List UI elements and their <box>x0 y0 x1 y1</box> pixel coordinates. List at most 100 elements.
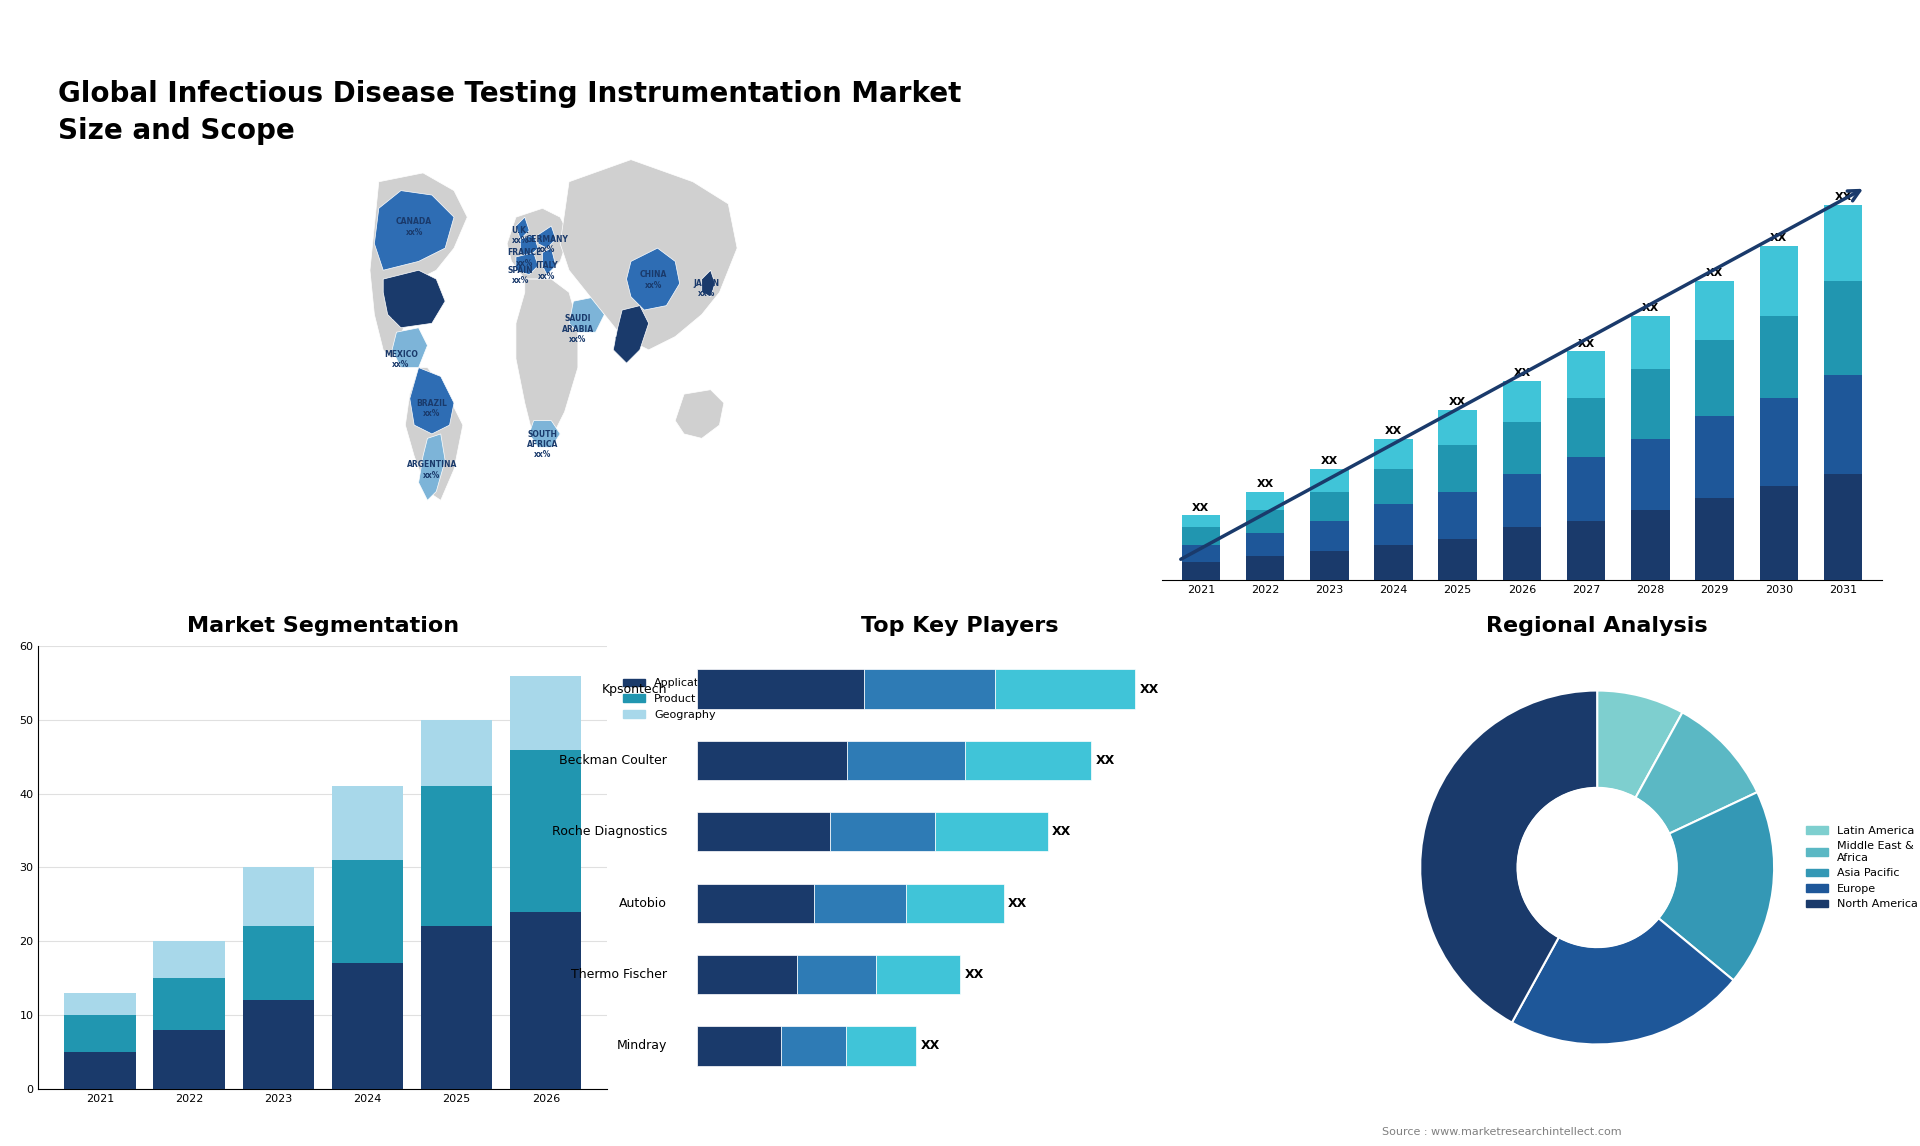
Bar <box>1759 399 1799 486</box>
Bar <box>332 861 403 964</box>
Bar <box>63 992 136 1015</box>
Bar <box>154 941 225 978</box>
FancyBboxPatch shape <box>697 955 797 994</box>
Text: XX: XX <box>920 1039 941 1052</box>
FancyBboxPatch shape <box>847 1027 916 1066</box>
Bar <box>1181 527 1219 544</box>
Bar <box>332 964 403 1089</box>
Text: U.K.
xx%: U.K. xx% <box>511 226 530 245</box>
Wedge shape <box>1421 691 1597 1022</box>
Polygon shape <box>676 390 724 439</box>
Bar <box>1759 316 1799 399</box>
Text: XX: XX <box>1834 193 1851 202</box>
Polygon shape <box>568 297 605 332</box>
Bar <box>420 926 492 1089</box>
FancyBboxPatch shape <box>876 955 960 994</box>
Text: XX: XX <box>1513 368 1530 378</box>
Legend: Latin America, Middle East &
Africa, Asia Pacific, Europe, North America: Latin America, Middle East & Africa, Asi… <box>1801 822 1920 913</box>
Text: SPAIN
xx%: SPAIN xx% <box>507 266 534 285</box>
Text: MARKET
RESEARCH
INTELLECT: MARKET RESEARCH INTELLECT <box>1718 64 1776 96</box>
Bar <box>1632 316 1670 369</box>
Polygon shape <box>371 173 467 359</box>
Wedge shape <box>1636 713 1757 833</box>
FancyBboxPatch shape <box>935 813 1048 851</box>
Text: SAUDI
ARABIA
xx%: SAUDI ARABIA xx% <box>563 314 593 344</box>
FancyBboxPatch shape <box>847 740 966 780</box>
Polygon shape <box>701 270 714 297</box>
Text: Roche Diagnostics: Roche Diagnostics <box>551 825 666 839</box>
Bar <box>1632 369 1670 439</box>
Bar <box>332 786 403 861</box>
FancyBboxPatch shape <box>697 884 814 923</box>
Bar <box>242 868 315 926</box>
Bar <box>1503 422 1542 474</box>
Text: U.S.
xx%: U.S. xx% <box>392 301 409 321</box>
FancyBboxPatch shape <box>814 884 906 923</box>
Bar <box>1567 521 1605 580</box>
Bar <box>1632 439 1670 510</box>
FancyBboxPatch shape <box>697 740 847 780</box>
Polygon shape <box>516 252 538 275</box>
Bar <box>1695 416 1734 497</box>
Bar <box>1375 544 1413 580</box>
Text: Thermo Fischer: Thermo Fischer <box>570 968 666 981</box>
Bar <box>1824 205 1862 281</box>
Text: INDIA
xx%: INDIA xx% <box>614 337 639 356</box>
Wedge shape <box>1659 792 1774 980</box>
Bar <box>242 1000 315 1089</box>
Text: Beckman Coulter: Beckman Coulter <box>559 754 666 767</box>
Polygon shape <box>561 159 737 350</box>
FancyBboxPatch shape <box>797 955 876 994</box>
Bar <box>1438 539 1476 580</box>
Title: Regional Analysis: Regional Analysis <box>1486 617 1709 636</box>
Text: XX: XX <box>1450 398 1467 407</box>
Text: XX: XX <box>1578 338 1596 348</box>
Text: XX: XX <box>1384 426 1402 437</box>
Bar <box>154 978 225 1030</box>
Polygon shape <box>538 226 555 249</box>
Bar <box>1309 521 1348 550</box>
Bar <box>1309 550 1348 580</box>
Bar <box>1503 380 1542 422</box>
Bar <box>1759 486 1799 580</box>
FancyBboxPatch shape <box>697 813 831 851</box>
Text: Mindray: Mindray <box>616 1039 666 1052</box>
Text: Kpsontech: Kpsontech <box>601 683 666 696</box>
FancyBboxPatch shape <box>697 669 864 708</box>
Text: SOUTH
AFRICA
xx%: SOUTH AFRICA xx% <box>526 430 559 460</box>
Bar <box>1567 399 1605 457</box>
Text: XX: XX <box>964 968 983 981</box>
Polygon shape <box>409 368 453 434</box>
Bar <box>1181 544 1219 563</box>
Text: XX: XX <box>1008 896 1027 910</box>
Bar <box>1824 281 1862 375</box>
Bar <box>1695 281 1734 339</box>
Bar <box>1309 492 1348 521</box>
Polygon shape <box>384 270 445 328</box>
Bar <box>1438 445 1476 492</box>
Text: JAPAN
xx%: JAPAN xx% <box>693 280 720 298</box>
Bar <box>154 1030 225 1089</box>
Wedge shape <box>1597 691 1682 798</box>
Bar <box>63 1052 136 1089</box>
Text: XX: XX <box>1096 754 1116 767</box>
Bar <box>1246 492 1284 510</box>
FancyBboxPatch shape <box>781 1027 847 1066</box>
Text: BRAZIL
xx%: BRAZIL xx% <box>417 399 447 418</box>
Polygon shape <box>612 306 649 363</box>
Bar <box>1375 504 1413 544</box>
Bar <box>1632 510 1670 580</box>
Wedge shape <box>1511 918 1734 1044</box>
Bar <box>63 1015 136 1052</box>
Title: Market Segmentation: Market Segmentation <box>186 617 459 636</box>
Polygon shape <box>516 217 530 240</box>
Bar <box>1695 339 1734 416</box>
Bar <box>1246 510 1284 533</box>
FancyBboxPatch shape <box>864 669 995 708</box>
Text: XX: XX <box>1642 304 1659 313</box>
Bar <box>1375 469 1413 504</box>
Bar <box>511 676 582 749</box>
Bar <box>1181 563 1219 580</box>
Bar <box>1438 492 1476 539</box>
Polygon shape <box>626 249 680 311</box>
